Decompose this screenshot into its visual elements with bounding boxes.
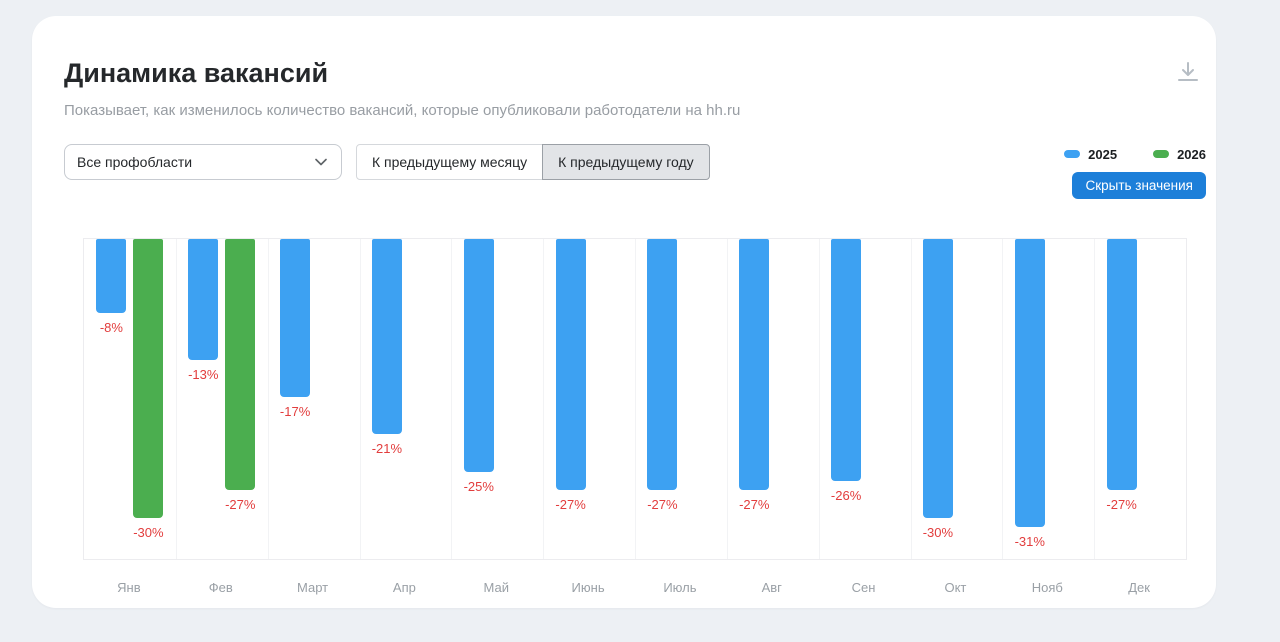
bar-2026-m2[interactable] [225, 239, 256, 490]
bar-value-label: -27% [1106, 497, 1137, 512]
legend-swatch [1153, 150, 1170, 158]
legend-label: 2025 [1088, 146, 1118, 162]
gridline [1002, 239, 1003, 559]
bar-value-label: -26% [830, 488, 862, 503]
legend-item-2026[interactable]: 2026 [1153, 147, 1206, 162]
month-label-4: Апр [392, 580, 416, 595]
month-label-10: Окт [944, 580, 967, 595]
bar-value-label: -27% [225, 497, 256, 512]
bar-2025-m5[interactable] [463, 239, 494, 472]
profarea-select-value: Все профобласти [77, 154, 193, 170]
period-toggle-prev-year[interactable]: К предыдущему году [542, 144, 710, 180]
gridline [819, 239, 820, 559]
gridline [635, 239, 636, 559]
bar-value-label: -30% [133, 525, 164, 540]
month-label-5: Май [483, 580, 509, 595]
period-toggle-prev-month[interactable]: К предыдущему месяцу [356, 144, 544, 180]
bar-2025-m1[interactable] [96, 239, 127, 313]
month-label-8: Авг [761, 580, 782, 595]
month-label-2: Фев [208, 580, 233, 595]
bar-2025-m12[interactable] [1106, 239, 1137, 490]
month-label-7: Июль [663, 580, 697, 595]
bar-value-label: -27% [647, 497, 678, 512]
bar-2025-m9[interactable] [831, 239, 862, 481]
gridline [1094, 239, 1095, 559]
bar-value-label: -21% [371, 441, 403, 456]
bar-2025-m11[interactable] [1014, 239, 1045, 527]
month-label-9: Сен [851, 580, 876, 595]
bar-2025-m7[interactable] [647, 239, 678, 490]
bar-2025-m2[interactable] [188, 239, 219, 360]
bar-2025-m8[interactable] [739, 239, 770, 490]
bar-value-label: -27% [739, 497, 770, 512]
bar-value-label: -17% [279, 404, 311, 419]
hide-values-button[interactable]: Скрыть значения [1072, 172, 1206, 199]
vacancy-dynamics-card: Динамика вакансий Показывает, как измени… [32, 16, 1216, 608]
gridline [268, 239, 269, 559]
gridline [360, 239, 361, 559]
download-icon [1178, 62, 1198, 81]
chevron-down-icon [315, 158, 327, 166]
month-label-12: Дек [1128, 580, 1150, 595]
gridline [727, 239, 728, 559]
bar-2025-m3[interactable] [280, 239, 311, 397]
month-label-3: Март [297, 580, 329, 595]
bar-2025-m10[interactable] [922, 239, 953, 518]
bar-value-label: -27% [555, 497, 586, 512]
chart-plot: -8% -13% -17% -21% -25% -27% -27% -27% -26% -30% -… [83, 238, 1187, 560]
legend-swatch [1064, 150, 1081, 158]
gridline [451, 239, 452, 559]
month-axis: Янв Фев Март Апр Май Июнь Июль Авг Сен Окт Нояб Дек [83, 570, 1187, 598]
page-title: Динамика вакансий [64, 58, 329, 88]
bar-2025-m6[interactable] [555, 239, 586, 490]
gridline [176, 239, 177, 559]
chart-legend: 2025 2026 [1064, 146, 1206, 162]
bar-value-label: -31% [1014, 534, 1045, 549]
profarea-select[interactable]: Все профобласти [64, 144, 342, 180]
gridline [543, 239, 544, 559]
bar-value-label: -13% [188, 367, 219, 382]
bar-value-label: -25% [463, 479, 494, 494]
month-label-1: Янв [117, 580, 141, 595]
bar-value-label: -30% [922, 525, 954, 540]
month-label-6: Июнь [571, 580, 605, 595]
bar-2026-m1[interactable] [133, 239, 164, 518]
legend-label: 2026 [1177, 146, 1206, 162]
page-subtitle: Показывает, как изменилось количество ва… [64, 102, 741, 119]
legend-item-2025[interactable]: 2025 [1064, 147, 1117, 162]
gridline [911, 239, 912, 559]
month-label-11: Нояб [1031, 580, 1063, 595]
bar-value-label: -8% [99, 320, 123, 335]
bar-2025-m4[interactable] [371, 239, 402, 434]
download-button[interactable] [1174, 58, 1202, 86]
period-toggle: К предыдущему месяцу К предыдущему году [356, 144, 710, 180]
